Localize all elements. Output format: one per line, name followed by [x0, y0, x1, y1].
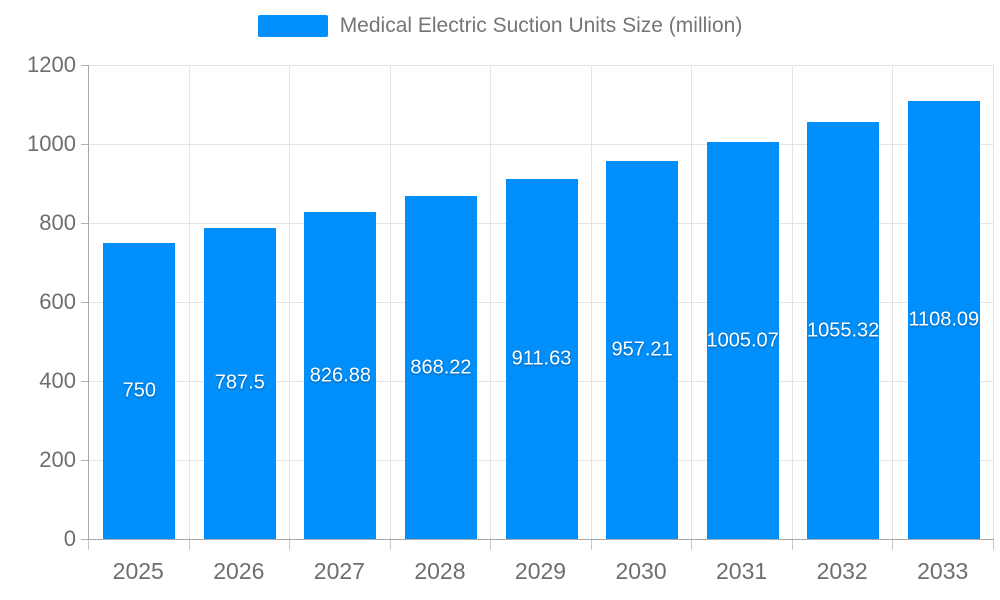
bar-2033[interactable]: 1108.09 — [907, 101, 980, 539]
bar-value-label: 826.88 — [309, 364, 371, 387]
x-axis-tick-label: 2033 — [917, 558, 969, 584]
x-axis-labels: 2025 2026 2027 2028 2029 2030 2031 2032 2033 — [88, 554, 993, 588]
x-axis-tick-label: 2030 — [615, 558, 667, 584]
x-axis-tick — [993, 540, 994, 550]
x-axis-tick — [88, 540, 89, 550]
bar-2027[interactable]: 826.88 — [304, 212, 377, 539]
y-axis-tick — [81, 302, 89, 303]
x-axis-tick — [691, 540, 693, 550]
legend-swatch-icon — [257, 15, 328, 37]
gridline-vertical — [892, 65, 894, 539]
gridline-vertical — [188, 65, 190, 539]
y-axis-tick — [81, 460, 89, 461]
bar-value-label: 957.21 — [611, 338, 673, 361]
bar-2025[interactable]: 750 — [103, 242, 176, 539]
gridline-vertical — [993, 65, 994, 539]
y-axis-tick — [81, 222, 89, 224]
bar-value-label: 911.63 — [511, 347, 572, 370]
y-axis-tick — [81, 380, 89, 382]
bar-value-label: 1005.07 — [706, 329, 779, 351]
y-axis-tick-label: 800 — [39, 209, 76, 235]
x-axis-tick — [590, 540, 592, 550]
y-axis-tick-label: 200 — [39, 447, 76, 472]
x-axis-tick — [892, 540, 894, 550]
legend: Medical Electric Suction Units Size (mil… — [0, 14, 1000, 38]
bar-value-label: 1108.09 — [908, 308, 980, 331]
gridline-vertical — [590, 65, 592, 539]
bar-value-label: 787.5 — [214, 371, 265, 394]
y-axis-tick-label: 400 — [39, 367, 76, 393]
bar-2031[interactable]: 1005.07 — [706, 142, 779, 539]
plot-area: 750 787.5 826.88 868.22 911.63 957.21 1005.07 1… — [81, 65, 994, 550]
y-axis-tick-label: 1000 — [27, 130, 76, 156]
y-axis-tick-label: 600 — [39, 289, 76, 314]
gridline-horizontal — [89, 143, 994, 145]
x-axis-tick-label: 2025 — [112, 558, 164, 584]
y-axis-tick — [81, 539, 89, 540]
x-axis-tick — [289, 540, 291, 550]
x-axis-tick-label: 2031 — [716, 558, 768, 584]
x-axis-tick — [389, 540, 391, 550]
bar-2026[interactable]: 787.5 — [203, 227, 276, 539]
gridline-horizontal — [89, 65, 994, 66]
x-axis-tick — [188, 540, 190, 550]
bar-2030[interactable]: 957.21 — [606, 160, 679, 539]
gridline-vertical — [691, 65, 693, 539]
x-axis-tick-label: 2027 — [313, 558, 365, 584]
legend-item[interactable]: Medical Electric Suction Units Size (mil… — [257, 14, 743, 38]
bar-2029[interactable]: 911.63 — [505, 178, 578, 539]
y-axis-labels: 0 200 400 600 800 1000 1200 — [0, 52, 76, 551]
bar-2028[interactable]: 868.22 — [404, 196, 477, 539]
x-axis-tick-label: 2029 — [514, 558, 567, 584]
x-axis-tick-label: 2026 — [213, 558, 265, 584]
bar-value-label: 868.22 — [410, 356, 472, 379]
y-axis-tick-label: 1200 — [27, 52, 76, 77]
y-axis-tick — [81, 143, 89, 145]
y-axis-tick — [81, 65, 89, 66]
gridline-vertical — [490, 65, 492, 539]
legend-label: Medical Electric Suction Units Size (mil… — [339, 14, 743, 37]
x-axis-tick — [490, 540, 492, 550]
x-axis-tick-label: 2028 — [414, 558, 466, 584]
bar-2032[interactable]: 1055.32 — [807, 122, 879, 539]
x-axis-tick — [791, 540, 793, 550]
bar-value-label: 1055.32 — [807, 319, 880, 342]
gridline-vertical — [791, 65, 793, 539]
bar-value-label: 750 — [122, 379, 156, 402]
gridline-vertical — [389, 65, 391, 539]
gridline-vertical — [289, 65, 291, 539]
x-axis-tick-label: 2032 — [816, 558, 868, 584]
y-axis-tick-label: 0 — [63, 526, 76, 551]
